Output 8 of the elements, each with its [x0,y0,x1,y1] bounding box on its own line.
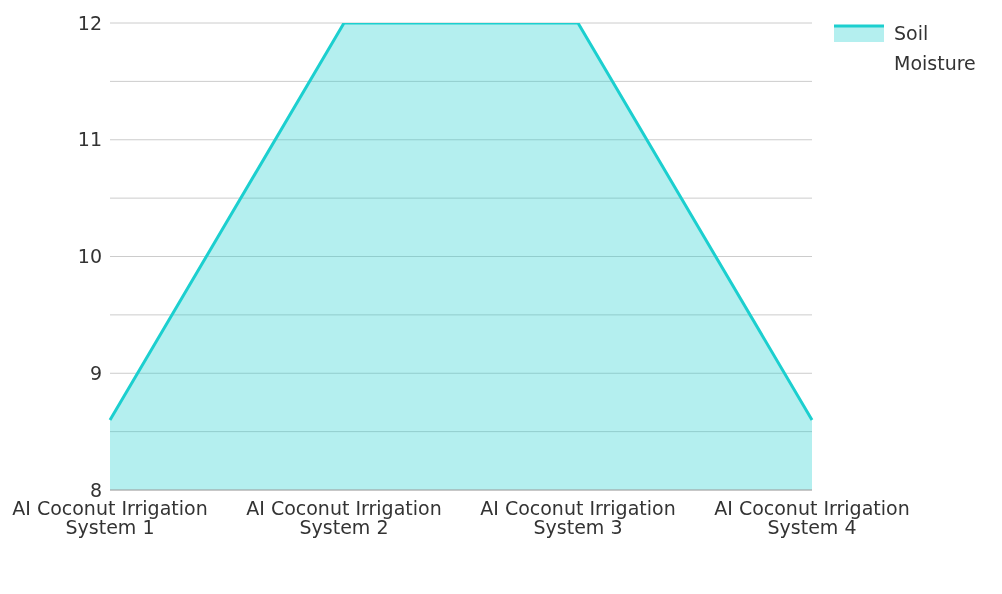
y-tick-label: 11 [77,128,102,151]
y-tick-label: 9 [89,361,102,384]
x-tick-label: AI Coconut Irrigation System 4 [714,497,910,539]
y-tick-label: 12 [77,11,102,34]
x-tick-label: AI Coconut Irrigation System 2 [246,497,442,539]
y-tick-label: 10 [77,245,102,268]
x-tick-label: AI Coconut Irrigation System 3 [480,497,676,539]
legend-label: Soil Moisture [894,21,977,76]
